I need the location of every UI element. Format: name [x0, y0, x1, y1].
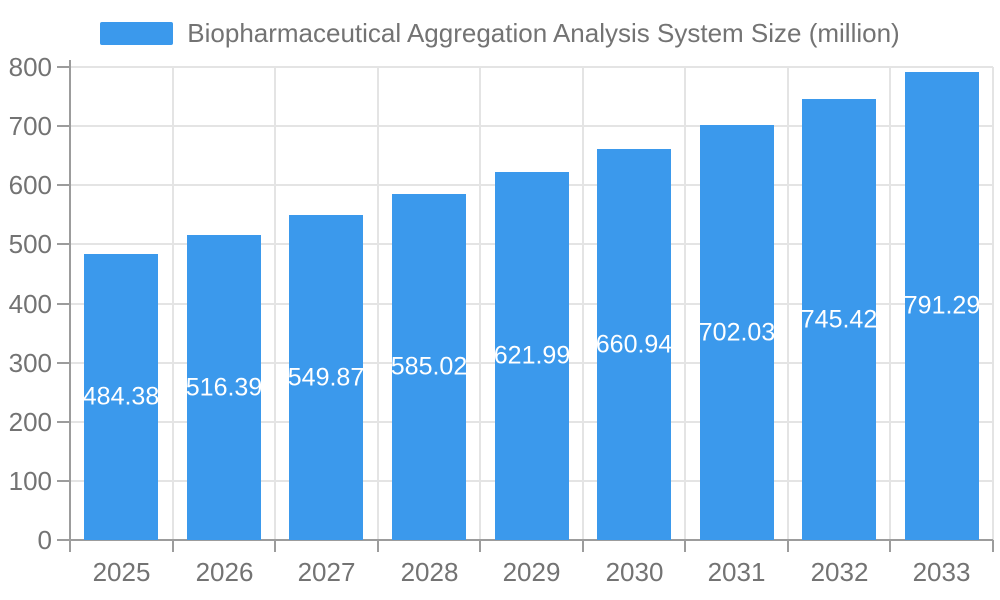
- bar-2027[interactable]: 549.87: [287, 215, 365, 540]
- legend-swatch-icon[interactable]: [100, 21, 174, 45]
- gridline: [582, 67, 584, 540]
- x-axis-tick: [992, 540, 994, 552]
- legend-label: Biopharmaceutical Aggregation Analysis S…: [187, 18, 900, 48]
- y-tick-label: 0: [37, 525, 52, 555]
- gridline: [889, 67, 891, 540]
- x-tick-label: 2032: [810, 557, 869, 587]
- bar-value-label: 516.39: [185, 373, 263, 401]
- gridline: [172, 67, 174, 540]
- gridline: [274, 67, 276, 540]
- y-axis-tick: [57, 184, 70, 186]
- x-tick-label: 2033: [912, 557, 971, 587]
- x-axis-tick: [684, 540, 686, 552]
- gridline: [684, 67, 686, 540]
- y-tick-label: 500: [8, 229, 52, 259]
- gridline: [377, 67, 379, 540]
- y-tick-label: 200: [8, 407, 52, 437]
- bar-2031[interactable]: 702.03: [698, 125, 776, 540]
- bar-value-label: 585.02: [390, 352, 468, 381]
- bar-value-label: 791.29: [903, 291, 981, 320]
- x-axis-tick: [582, 540, 584, 552]
- x-tick-label: 2028: [400, 557, 459, 587]
- x-axis-line: [57, 539, 993, 541]
- x-axis-tick: [172, 540, 174, 552]
- bar-2030[interactable]: 660.94: [595, 149, 673, 540]
- y-tick-label: 300: [8, 348, 52, 378]
- bar-2025[interactable]: 484.38: [82, 254, 160, 540]
- gridline: [992, 67, 994, 540]
- bar-2033[interactable]: 791.29: [903, 72, 981, 540]
- y-axis-tick: [57, 125, 70, 127]
- gridline: [70, 66, 993, 68]
- gridline: [787, 67, 789, 540]
- y-axis-tick: [57, 421, 70, 423]
- x-tick-label: 2025: [92, 557, 151, 587]
- x-axis-tick: [889, 540, 891, 552]
- bar-2029[interactable]: 621.99: [493, 172, 571, 540]
- y-tick-label: 800: [8, 52, 52, 82]
- y-tick-label: 400: [8, 289, 52, 319]
- bar-2026[interactable]: 516.39: [185, 235, 263, 540]
- x-axis-tick: [377, 540, 379, 552]
- bar-2028[interactable]: 585.02: [390, 194, 468, 540]
- bar-value-label: 549.87: [287, 363, 365, 391]
- y-axis-tick: [57, 243, 70, 245]
- x-axis-tick: [479, 540, 481, 552]
- x-axis-tick: [787, 540, 789, 552]
- y-axis-line: [69, 60, 71, 540]
- y-tick-label: 600: [8, 170, 52, 200]
- x-axis-tick: [274, 540, 276, 552]
- y-tick-label: 700: [8, 111, 52, 141]
- x-axis-tick: [69, 540, 71, 552]
- x-tick-label: 2031: [707, 557, 766, 587]
- bar-value-label: 702.03: [698, 318, 776, 346]
- bar-value-label: 484.38: [82, 382, 160, 411]
- bar-value-label: 745.42: [800, 305, 878, 333]
- y-axis-tick: [57, 362, 70, 364]
- gridline: [479, 67, 481, 540]
- bar-2032[interactable]: 745.42: [800, 99, 878, 540]
- y-axis-tick: [57, 303, 70, 305]
- gridline: [70, 125, 993, 127]
- x-tick-label: 2029: [502, 557, 561, 587]
- legend[interactable]: Biopharmaceutical Aggregation Analysis S…: [0, 19, 1000, 47]
- x-tick-label: 2030: [605, 557, 664, 587]
- bar-value-label: 660.94: [595, 330, 673, 358]
- y-tick-label: 100: [8, 466, 52, 496]
- bar-value-label: 621.99: [493, 341, 571, 370]
- y-axis-tick: [57, 66, 70, 68]
- x-tick-label: 2026: [195, 557, 254, 587]
- x-tick-label: 2027: [297, 557, 356, 587]
- y-axis-tick: [57, 480, 70, 482]
